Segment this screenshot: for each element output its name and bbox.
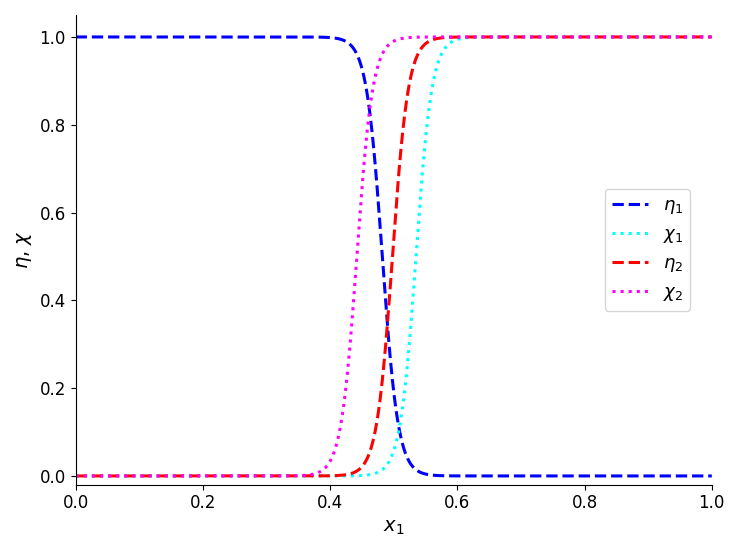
$\eta_1$ [382,312,391,319]
$\eta_1$ [110,34,118,40]
$\chi_1$ [707,34,716,40]
$\eta_2$ [680,34,689,40]
$\eta_1$ [71,34,80,40]
$\eta_2$ [98,473,107,479]
$\chi_2$ [382,44,391,50]
$\chi_2$ [673,34,682,40]
$\eta_2$ [71,473,80,479]
$\eta_2$ [196,473,205,479]
$\chi_1$ [110,473,118,479]
$\eta_2$ [673,34,682,40]
$\chi_2$ [110,473,118,479]
$\eta_2$ [110,473,118,479]
$\chi_1$ [98,473,107,479]
$\eta_1$ [196,34,205,40]
$\eta_1$ [670,473,679,479]
$\chi_2$ [196,473,205,479]
$\chi_1$ [71,473,80,479]
$\eta_2$ [707,34,716,40]
$\chi_1$ [74,473,83,479]
$\eta_1$ [673,473,682,479]
$\chi_2$ [645,34,653,40]
$\chi_1$ [196,473,205,479]
Line: $\eta_2$: $\eta_2$ [75,37,712,476]
$\chi_1$ [382,462,391,469]
$\eta_2$ [382,330,391,337]
X-axis label: $x_1$: $x_1$ [383,518,405,537]
$\chi_2$ [707,34,716,40]
$\eta_1$ [74,34,83,40]
$\chi_2$ [98,473,107,479]
$\eta_1$ [707,473,716,479]
Line: $\chi_2$: $\chi_2$ [75,37,712,476]
$\chi_1$ [704,34,713,40]
$\chi_2$ [74,473,83,479]
Line: $\eta_1$: $\eta_1$ [75,37,712,476]
$\chi_2$ [71,473,80,479]
$\chi_1$ [673,34,682,40]
Legend: $\eta_1$, $\chi_1$, $\eta_2$, $\chi_2$: $\eta_1$, $\chi_1$, $\eta_2$, $\chi_2$ [605,189,690,311]
$\eta_1$ [98,34,107,40]
$\eta_2$ [74,473,83,479]
Y-axis label: $\eta$, $\chi$: $\eta$, $\chi$ [15,230,34,269]
Line: $\chi_1$: $\chi_1$ [75,37,712,476]
